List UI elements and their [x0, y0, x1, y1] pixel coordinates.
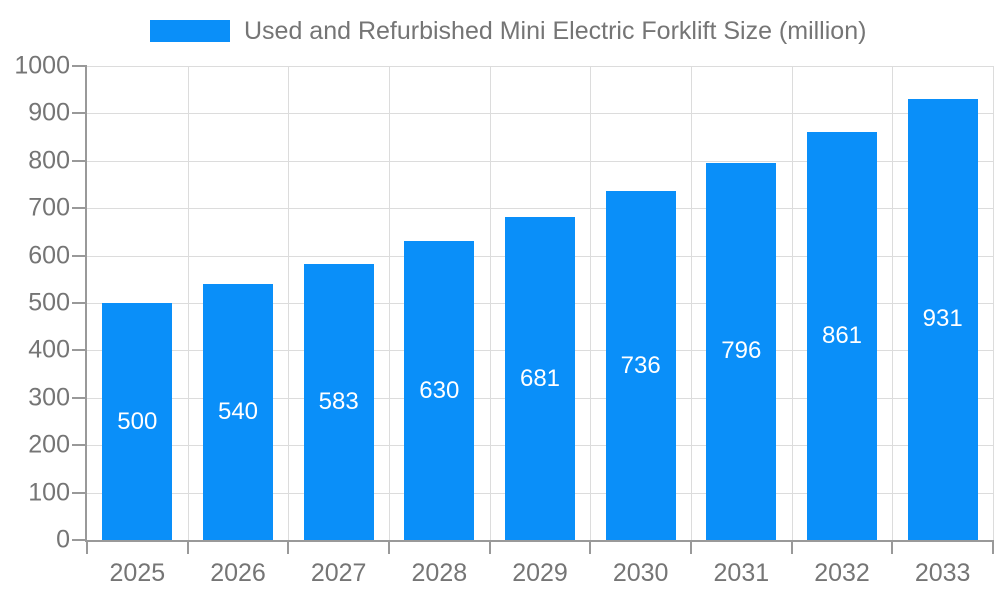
bar-value-label: 540: [217, 398, 259, 425]
y-tick-mark: [72, 160, 87, 162]
v-gridline: [892, 66, 893, 540]
v-gridline: [288, 66, 289, 540]
v-gridline: [188, 66, 189, 540]
bar-value-label: 500: [117, 407, 158, 435]
x-tick-mark: [690, 540, 692, 554]
legend-swatch: [150, 20, 230, 42]
x-tick-mark: [489, 540, 491, 554]
x-axis-line: [85, 540, 993, 542]
y-tick-label: 700: [28, 193, 70, 222]
bar[interactable]: 681: [505, 217, 575, 540]
y-tick-mark: [72, 492, 87, 494]
bar[interactable]: 796: [706, 162, 777, 540]
bar[interactable]: 583: [303, 263, 374, 540]
legend[interactable]: Used and Refurbished Mini Electric Forkl…: [150, 17, 867, 45]
y-tick-label: 100: [28, 478, 70, 507]
y-tick-mark: [72, 444, 87, 446]
x-tick-label: 2026: [210, 559, 266, 587]
bar-value-label: 630: [419, 376, 460, 404]
bar-value-label: 583: [318, 387, 359, 415]
v-gridline: [691, 66, 692, 540]
x-tick-mark: [891, 540, 893, 554]
v-gridline: [590, 66, 591, 540]
x-tick-mark: [388, 540, 390, 554]
y-tick-label: 800: [28, 146, 70, 175]
v-gridline: [792, 66, 793, 540]
v-gridline: [389, 66, 390, 540]
x-tick-label: 2033: [914, 559, 971, 587]
x-tick-mark: [86, 540, 88, 554]
v-gridline: [490, 66, 491, 540]
y-tick-mark: [72, 302, 87, 304]
y-tick-label: 300: [28, 383, 70, 412]
x-tick-label: 2025: [109, 559, 166, 587]
x-tick-label: 2028: [411, 559, 468, 587]
bar[interactable]: 931: [907, 98, 978, 540]
y-tick-mark: [72, 207, 87, 209]
y-tick-mark: [72, 112, 87, 114]
x-tick-label: 2027: [310, 559, 367, 587]
y-axis-line: [85, 66, 87, 542]
bar-value-label: 931: [922, 305, 963, 333]
bar[interactable]: 736: [605, 191, 676, 540]
bar-value-label: 736: [620, 351, 661, 379]
x-tick-mark: [992, 540, 994, 554]
x-tick-mark: [589, 540, 591, 554]
x-tick-mark: [791, 540, 793, 554]
bar-value-label: 681: [519, 364, 561, 392]
bar-value-label: 796: [721, 337, 762, 365]
y-tick-mark: [72, 397, 87, 399]
y-tick-mark: [72, 255, 87, 257]
y-tick-mark: [72, 349, 87, 351]
x-tick-label: 2029: [512, 559, 568, 587]
y-tick-label: 0: [56, 525, 70, 554]
bar[interactable]: 540: [203, 284, 273, 540]
v-gridline: [993, 66, 994, 540]
x-tick-mark: [287, 540, 289, 554]
y-tick-label: 900: [28, 98, 70, 127]
y-tick-label: 1000: [14, 51, 70, 80]
bar[interactable]: 861: [807, 131, 877, 540]
h-gridline: [87, 161, 993, 162]
y-tick-label: 500: [28, 288, 70, 317]
x-tick-mark: [187, 540, 189, 554]
bar-value-label: 861: [821, 321, 863, 349]
bar[interactable]: 500: [102, 303, 173, 540]
x-tick-label: 2031: [713, 559, 770, 587]
y-tick-label: 600: [28, 241, 70, 270]
h-gridline: [87, 208, 993, 209]
h-gridline: [87, 66, 993, 67]
bar[interactable]: 630: [404, 241, 475, 540]
y-tick-mark: [72, 65, 87, 67]
x-tick-label: 2030: [612, 559, 669, 587]
legend-label: Used and Refurbished Mini Electric Forkl…: [244, 17, 867, 45]
y-tick-label: 200: [28, 430, 70, 459]
h-gridline: [87, 113, 993, 114]
y-tick-label: 400: [28, 335, 70, 364]
x-tick-label: 2032: [814, 559, 870, 587]
y-tick-mark: [72, 539, 87, 541]
